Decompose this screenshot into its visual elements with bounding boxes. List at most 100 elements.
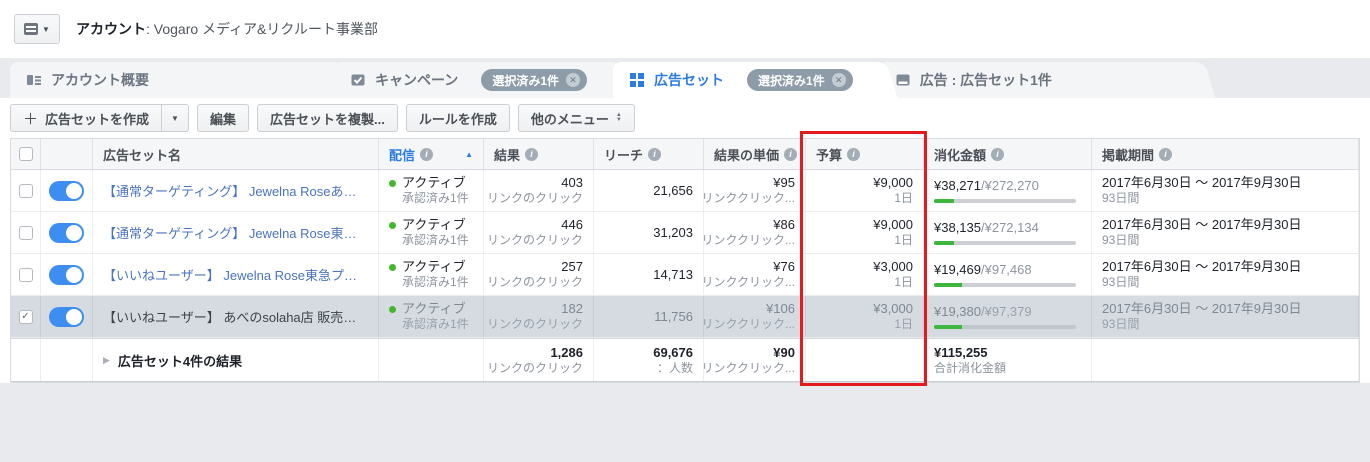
header-reach[interactable]: リーチ i — [594, 139, 704, 169]
badge-label: 選択済み1件 — [492, 73, 559, 88]
row-checkbox[interactable] — [18, 267, 33, 282]
adset-toggle[interactable] — [49, 306, 84, 327]
caret-down-icon: ▼ — [42, 24, 50, 34]
header-cost-per-result[interactable]: 結果の単価 i — [704, 139, 806, 169]
create-rule-button[interactable]: ルールを作成 — [405, 104, 510, 132]
chevron-right-icon[interactable]: ▶ — [103, 354, 110, 365]
create-adset-button-group: ＋ 広告セットを作成 ▼ — [10, 104, 189, 132]
total-results-label: リンクのクリック — [486, 360, 583, 375]
budget-value: ¥9,000 — [873, 175, 913, 190]
header-results[interactable]: 結果 i — [484, 139, 594, 169]
info-icon[interactable]: i — [420, 147, 434, 161]
total-results: 1,286 — [550, 344, 583, 360]
avg-cost-label: リンククリック... — [704, 360, 795, 375]
selected-count-badge[interactable]: 選択済み1件 ✕ — [747, 69, 853, 91]
adset-toggle[interactable] — [49, 264, 84, 285]
info-icon[interactable]: i — [784, 147, 798, 161]
info-icon[interactable]: i — [525, 147, 539, 161]
adset-name-link[interactable]: 【いいねユーザー】 あべのsolaha店 販売スタッフ — [103, 310, 368, 325]
spent-value: ¥19,380 — [934, 304, 981, 319]
cost-value: ¥106 — [766, 301, 795, 316]
badge-label: 選択済み1件 — [758, 73, 825, 88]
create-adset-dropdown[interactable]: ▼ — [162, 104, 189, 132]
result-label: リンクのクリック — [486, 275, 583, 289]
total-spent: ¥115,255 — [934, 344, 988, 360]
header-schedule[interactable]: 掲載期間 i — [1092, 139, 1359, 169]
info-icon[interactable]: i — [648, 147, 662, 161]
account-header: ▼ アカウント: Vogaro メディア&リクルート事業部 — [0, 0, 1370, 58]
info-icon[interactable]: i — [991, 147, 1005, 161]
table-row-selected: 【いいねユーザー】 あべのsolaha店 販売スタッフ アクティブ 承認済み1件… — [11, 296, 1359, 338]
cost-value: ¥76 — [773, 259, 795, 274]
avg-cost: ¥90 — [773, 344, 795, 360]
more-menu-label: 他のメニュー — [530, 111, 609, 127]
spend-total: /¥272,134 — [981, 220, 1039, 235]
header-adset-name[interactable]: 広告セット名 — [93, 139, 379, 169]
active-status-dot — [389, 305, 396, 313]
account-value: : Vogaro メディア&リクルート事業部 — [146, 21, 378, 37]
create-adset-button[interactable]: ＋ 広告セットを作成 — [10, 104, 163, 132]
approval-status: 承認済み1件 — [402, 275, 469, 289]
row-checkbox[interactable] — [18, 183, 33, 198]
adset-name-link[interactable]: 【通常ターゲティング】 Jewelna Roseあべのsol... — [103, 184, 368, 199]
select-all-checkbox[interactable] — [18, 147, 33, 161]
row-checkbox[interactable] — [18, 225, 33, 240]
header-amount-spent[interactable]: 消化金額 i — [924, 139, 1092, 169]
header-delivery[interactable]: 配信 i ▲ — [379, 139, 484, 169]
close-icon[interactable]: ✕ — [831, 73, 846, 87]
spend-total: /¥97,468 — [981, 262, 1032, 277]
reach-value: 14,713 — [653, 266, 693, 282]
header-budget[interactable]: 予算 i — [806, 139, 924, 169]
adset-name-link[interactable]: 【通常ターゲティング】 Jewelna Rose東急ブラ... — [103, 226, 368, 241]
active-status-dot — [389, 179, 396, 187]
account-label: アカウント — [76, 21, 146, 37]
cost-value: ¥95 — [773, 175, 795, 190]
budget-value: ¥9,000 — [873, 217, 913, 232]
adsets-table: 広告セット名 配信 i ▲ 結果 i リーチ i 結果の単価 i — [10, 138, 1360, 383]
adset-grid-icon — [630, 73, 644, 87]
tab-ads[interactable]: 広告 : 広告セット1件 — [878, 62, 1197, 98]
duplicate-adset-button[interactable]: 広告セットを複製... — [256, 104, 398, 132]
cost-label: リンククリック... — [704, 317, 795, 331]
delivery-status: アクティブ — [402, 217, 466, 232]
spend-progress-bar — [934, 199, 1076, 203]
info-icon[interactable]: i — [1159, 147, 1173, 161]
schedule-duration: 93日間 — [1102, 275, 1140, 289]
more-menu-button[interactable]: 他のメニュー ▲ ▼ — [517, 104, 635, 132]
account-menu-button[interactable]: ▼ — [14, 14, 60, 44]
account-overview-icon — [27, 75, 41, 85]
spent-value: ¥38,135 — [934, 220, 981, 235]
main-panel: ＋ 広告セットを作成 ▼ 編集 広告セットを複製... ルールを作成 他のメニュ… — [0, 98, 1370, 383]
table-row: 【通常ターゲティング】 Jewelna Rose東急ブラ... アクティブ 承認… — [11, 212, 1359, 254]
spent-value: ¥38,271 — [934, 178, 981, 193]
row-checkbox[interactable] — [18, 309, 33, 324]
table-row: 【いいねユーザー】 Jewelna Rose東急プラザ表... アクティブ 承認… — [11, 254, 1359, 296]
create-adset-label: 広告セットを作成 — [45, 111, 150, 127]
active-status-dot — [389, 221, 396, 229]
selected-count-badge[interactable]: 選択済み1件 ✕ — [481, 69, 587, 91]
budget-label: 1日 — [894, 233, 913, 247]
cost-label: リンククリック... — [704, 191, 795, 205]
close-icon[interactable]: ✕ — [566, 73, 580, 87]
delivery-status: アクティブ — [402, 301, 466, 316]
adset-toggle[interactable] — [49, 180, 84, 201]
tab-account-overview[interactable]: アカウント概要 — [10, 62, 334, 98]
cost-label: リンククリック... — [704, 233, 795, 247]
tab-adsets[interactable]: 広告セット 選択済み1件 ✕ — [613, 62, 879, 98]
info-icon[interactable]: i — [847, 147, 861, 161]
tab-label: アカウント概要 — [51, 72, 149, 88]
edit-button[interactable]: 編集 — [196, 104, 249, 132]
adset-toggle[interactable] — [49, 222, 84, 243]
tab-campaigns[interactable]: キャンペーン 選択済み1件 ✕ — [334, 62, 613, 98]
adset-name-link[interactable]: 【いいねユーザー】 Jewelna Rose東急プラザ表... — [103, 268, 368, 283]
schedule-range: 2017年6月30日 ～ 2017年9月30日 — [1102, 259, 1302, 274]
spend-total: /¥97,379 — [981, 304, 1032, 319]
table-header-row: 広告セット名 配信 i ▲ 結果 i リーチ i 結果の単価 i — [11, 139, 1359, 170]
sort-ascending-icon: ▲ — [465, 149, 473, 159]
budget-value: ¥3,000 — [873, 259, 913, 274]
spend-progress-bar — [934, 325, 1076, 329]
spent-value: ¥19,469 — [934, 262, 981, 277]
schedule-duration: 93日間 — [1102, 191, 1140, 205]
result-value: 182 — [561, 301, 583, 316]
